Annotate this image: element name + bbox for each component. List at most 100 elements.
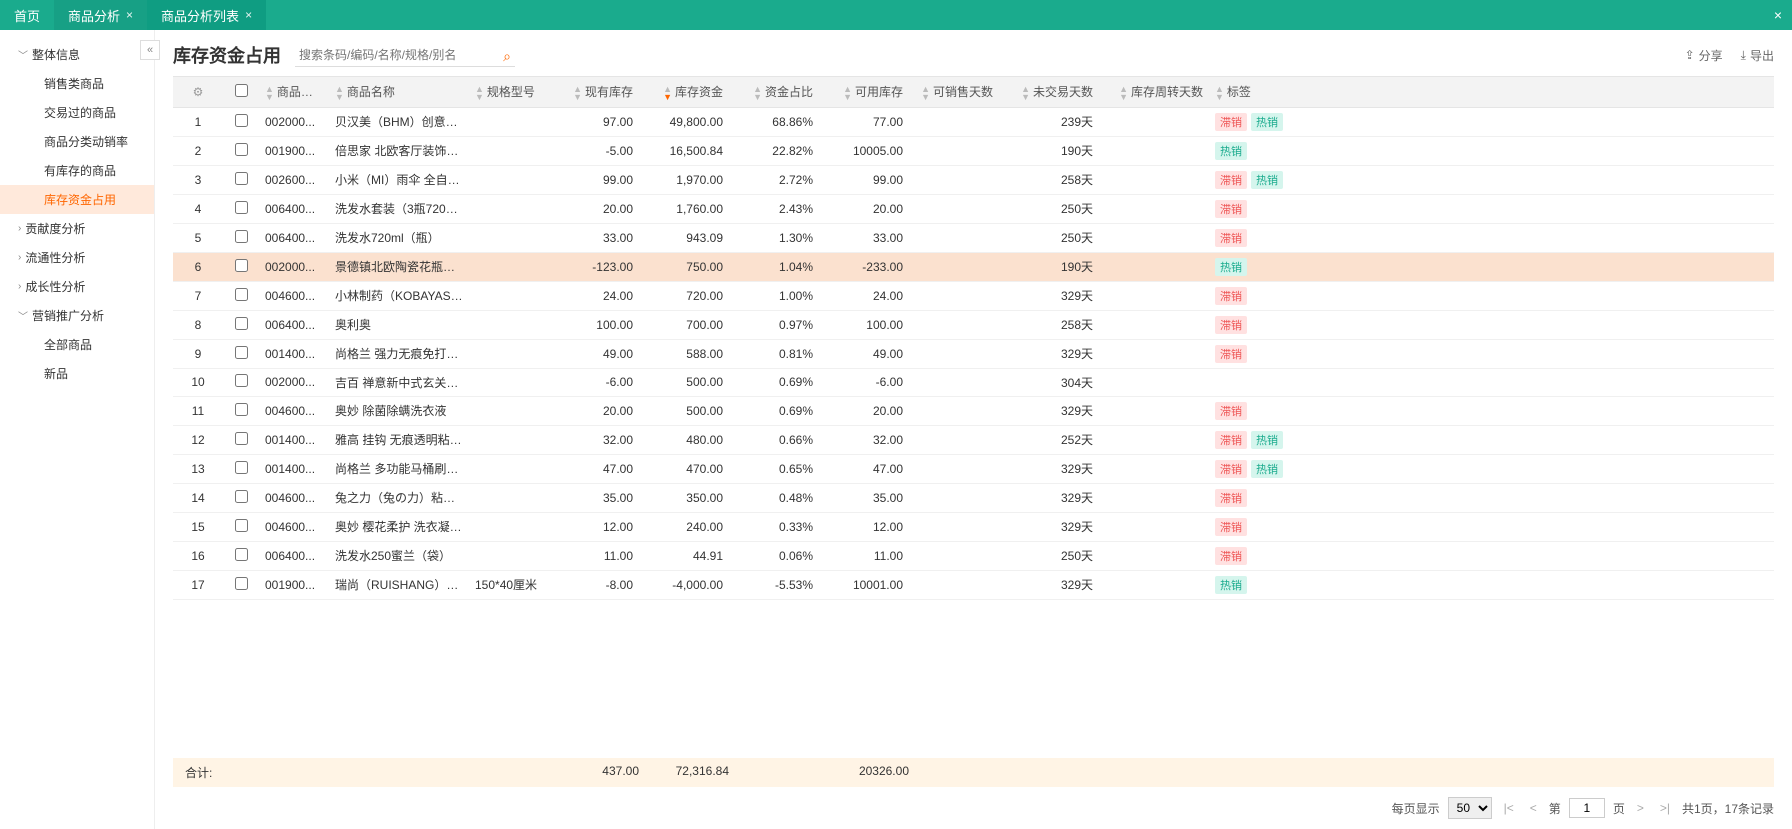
col-label: 现有库存	[585, 85, 633, 99]
pager-page-prefix: 第	[1549, 800, 1561, 817]
col-pct[interactable]: ▲▼资金占比	[729, 77, 819, 108]
col-avail[interactable]: ▲▼可用库存	[819, 77, 909, 108]
row-checkbox[interactable]	[235, 490, 248, 503]
sidebar-item[interactable]: 全部商品	[0, 330, 154, 359]
sidebar-item[interactable]: 有库存的商品	[0, 156, 154, 185]
table-row[interactable]: 16006400...洗发水250蜜兰（袋）11.0044.910.06%11.…	[173, 541, 1774, 570]
search-icon[interactable]: ⌕	[503, 48, 511, 65]
export-button[interactable]: ⤓导出	[1741, 47, 1774, 64]
sidebar-item[interactable]: 新品	[0, 359, 154, 388]
row-checkbox[interactable]	[235, 259, 248, 272]
row-checkbox[interactable]	[235, 172, 248, 185]
cell-checkbox	[223, 223, 259, 252]
table-row[interactable]: 4006400...洗发水套装（3瓶720ml+1）20.001,760.002…	[173, 194, 1774, 223]
sidebar-item[interactable]: 销售类商品	[0, 69, 154, 98]
cell-spec	[469, 339, 549, 368]
table-row[interactable]: 6002000...景德镇北欧陶瓷花瓶摆件 优-123.00750.001.04…	[173, 252, 1774, 281]
table-row[interactable]: 13001400...尚格兰 多功能马桶刷套装 马47.00470.000.65…	[173, 454, 1774, 483]
cell-pct: 68.86%	[729, 107, 819, 136]
row-checkbox[interactable]	[235, 461, 248, 474]
cell-avail: 12.00	[819, 512, 909, 541]
row-checkbox[interactable]	[235, 143, 248, 156]
col-code[interactable]: ▲▼商品…	[259, 77, 329, 108]
col-settings[interactable]: ⚙	[173, 77, 223, 108]
sidebar-item[interactable]: 交易过的商品	[0, 98, 154, 127]
share-icon: ⇪	[1685, 48, 1695, 62]
cell-.stock: 99.00	[549, 165, 639, 194]
cell-saledays	[909, 454, 999, 483]
table-row[interactable]: 7004600...小林制药（KOBAYASHI）日24.00720.001.0…	[173, 281, 1774, 310]
cell-pct: 0.06%	[729, 541, 819, 570]
tag: 热销	[1251, 171, 1283, 189]
share-button[interactable]: ⇪分享	[1685, 47, 1723, 64]
per-page-select[interactable]: 50	[1448, 797, 1492, 819]
row-checkbox[interactable]	[235, 230, 248, 243]
sidebar-item[interactable]: 库存资金占用	[0, 185, 154, 214]
cell-name: 景德镇北欧陶瓷花瓶摆件 优	[329, 252, 469, 281]
top-tab[interactable]: 首页	[0, 0, 54, 30]
row-checkbox[interactable]	[235, 519, 248, 532]
collapse-sidebar-button[interactable]: «	[140, 40, 160, 60]
cell-saledays	[909, 107, 999, 136]
cell-spec	[469, 512, 549, 541]
pager-last-button[interactable]: >|	[1656, 801, 1674, 815]
sidebar-group[interactable]: ›成长性分析	[0, 272, 154, 301]
row-checkbox[interactable]	[235, 432, 248, 445]
row-checkbox[interactable]	[235, 374, 248, 387]
row-checkbox[interactable]	[235, 403, 248, 416]
col-notrade[interactable]: ▲▼未交易天数	[999, 77, 1099, 108]
sidebar-item[interactable]: 商品分类动销率	[0, 127, 154, 156]
cell-.stock: -8.00	[549, 570, 639, 599]
cell-tags: 滞销	[1209, 194, 1319, 223]
sidebar-group[interactable]: ﹀营销推广分析	[0, 301, 154, 330]
row-checkbox[interactable]	[235, 548, 248, 561]
row-checkbox[interactable]	[235, 201, 248, 214]
cell-code: 002600...	[259, 165, 329, 194]
top-tab[interactable]: 商品分析列表×	[147, 0, 266, 30]
table-row[interactable]: 5006400...洗发水720ml（瓶）33.00943.091.30%33.…	[173, 223, 1774, 252]
col-fund[interactable]: ▲▼库存资金	[639, 77, 729, 108]
cell-turndays	[1099, 223, 1209, 252]
row-checkbox[interactable]	[235, 317, 248, 330]
cell-tags: 滞销	[1209, 281, 1319, 310]
row-checkbox[interactable]	[235, 288, 248, 301]
table-row[interactable]: 17001900...瑞尚（RUISHANG）卧室漆150*40厘米-8.00-…	[173, 570, 1774, 599]
col-name[interactable]: ▲▼商品名称	[329, 77, 469, 108]
table-row[interactable]: 10002000...吉百 禅意新中式玄关摆件客-6.00500.000.69%…	[173, 368, 1774, 396]
row-checkbox[interactable]	[235, 114, 248, 127]
cell-turndays	[1099, 194, 1209, 223]
sidebar-group[interactable]: ﹀整体信息	[0, 40, 154, 69]
table-row[interactable]: 14004600...兔之力（兔の力）粘毛器粘35.00350.000.48%3…	[173, 483, 1774, 512]
col-spec[interactable]: ▲▼规格型号	[469, 77, 549, 108]
pager-prev-button[interactable]: <	[1526, 801, 1541, 815]
table-row[interactable]: 8006400...奥利奥100.00700.000.97%100.00258天…	[173, 310, 1774, 339]
table-row[interactable]: 12001400...雅高 挂钩 无痕透明粘钩 强32.00480.000.66…	[173, 425, 1774, 454]
col-stock[interactable]: ▲▼现有库存	[549, 77, 639, 108]
table-row[interactable]: 11004600...奥妙 除菌除螨洗衣液20.00500.000.69%20.…	[173, 396, 1774, 425]
cell-saledays	[909, 310, 999, 339]
cell-index: 7	[173, 281, 223, 310]
pager-page-input[interactable]	[1569, 798, 1605, 818]
sidebar-group[interactable]: ›贡献度分析	[0, 214, 154, 243]
total-label: 合计:	[185, 766, 212, 780]
cell-checkbox	[223, 194, 259, 223]
pager-first-button[interactable]: |<	[1500, 801, 1518, 815]
col-turndays[interactable]: ▲▼库存周转天数	[1099, 77, 1209, 108]
table-row[interactable]: 15004600...奥妙 樱花柔护 洗衣凝珠 1012.00240.000.3…	[173, 512, 1774, 541]
row-checkbox[interactable]	[235, 346, 248, 359]
table-row[interactable]: 9001400...尚格兰 强力无痕免打孔浴室49.00588.000.81%4…	[173, 339, 1774, 368]
select-all-checkbox[interactable]	[235, 84, 248, 97]
pager-next-button[interactable]: >	[1633, 801, 1648, 815]
sidebar-group[interactable]: ›流通性分析	[0, 243, 154, 272]
table-row[interactable]: 1002000...贝汉美（BHM）创意北欧风97.0049,800.0068.…	[173, 107, 1774, 136]
col-saledays[interactable]: ▲▼可销售天数	[909, 77, 999, 108]
search-input[interactable]	[295, 44, 515, 67]
close-icon[interactable]: ×	[126, 8, 133, 22]
close-all-tabs-button[interactable]: ×	[1774, 0, 1782, 30]
close-icon[interactable]: ×	[245, 8, 252, 22]
row-checkbox[interactable]	[235, 577, 248, 590]
table-row[interactable]: 3002600...小米（MI）雨伞 全自动折叠99.001,970.002.7…	[173, 165, 1774, 194]
top-tab[interactable]: 商品分析×	[54, 0, 147, 30]
table-row[interactable]: 2001900...倍思家 北欧客厅装饰画卧室-5.0016,500.8422.…	[173, 136, 1774, 165]
col-tags[interactable]: ▲▼标签	[1209, 77, 1319, 108]
